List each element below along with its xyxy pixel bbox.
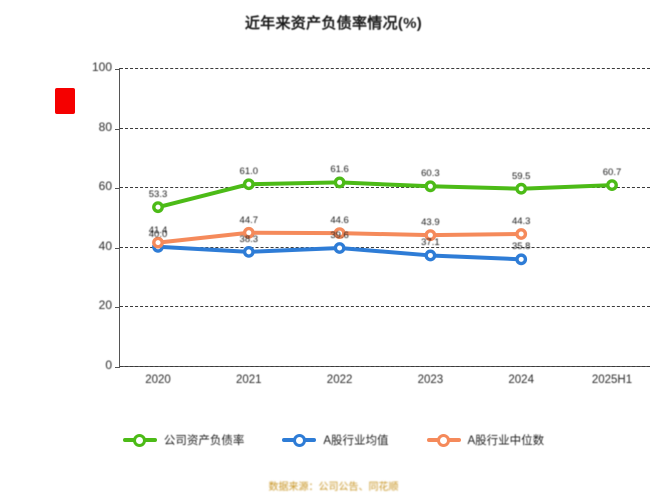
y-axis-line [119, 68, 120, 366]
legend-label: A股行业均值 [323, 435, 389, 447]
footer-source-note: 数据来源：公司公告、同花顺 [268, 482, 399, 493]
data-point-label: 40.0 [148, 228, 168, 240]
data-point-label: 41.4 [148, 224, 168, 236]
y-axis-tick-label: 0 [105, 358, 112, 372]
y-axis-tick-label: 40 [98, 238, 112, 253]
red-highlight-mark [55, 88, 75, 114]
y-tick-mark [115, 247, 120, 249]
gridline [115, 306, 650, 309]
legend-label: 公司资产负债率 [163, 435, 245, 447]
data-point-label: 44.3 [511, 215, 531, 227]
data-point-label: 44.7 [239, 214, 259, 226]
legend-marker-icon [426, 433, 461, 447]
data-point-label: 59.5 [511, 170, 531, 182]
legend-item[interactable]: A股行业中位数 [426, 432, 545, 448]
gridline [115, 366, 650, 368]
y-axis-tick-label: 60 [98, 179, 112, 194]
y-tick-mark [115, 69, 120, 70]
data-point-label: 35.8 [511, 241, 531, 253]
legend-label: A股行业中位数 [467, 435, 545, 447]
gridline [115, 246, 650, 249]
data-point-label: 61.0 [239, 166, 259, 178]
y-tick-mark [115, 188, 120, 190]
legend-item[interactable]: A股行业均值 [282, 432, 389, 448]
gridline [115, 187, 650, 190]
legend-item[interactable]: 公司资产负债率 [122, 432, 245, 448]
legend-marker-icon [282, 433, 317, 447]
x-axis-tick-label: 2020 [145, 374, 171, 386]
data-point-label: 61.6 [330, 164, 349, 176]
chart-title: 近年来资产负债率情况(%) [244, 15, 423, 32]
x-axis-tick-label: 2023 [417, 374, 444, 386]
x-axis-tick-label: 2025H1 [591, 374, 633, 386]
x-axis-tick-label: 2024 [508, 374, 534, 386]
y-axis-tick-label: 100 [91, 60, 112, 74]
gridline [115, 127, 650, 130]
data-point-label: 43.9 [421, 217, 440, 229]
data-point-label: 38.3 [239, 233, 259, 245]
y-axis-tick-label: 80 [98, 119, 112, 134]
data-point-label: 60.3 [421, 168, 440, 180]
legend-marker-icon [122, 433, 157, 447]
x-axis-tick-label: 2021 [236, 374, 262, 386]
data-point-label: 44.6 [330, 215, 349, 227]
y-axis-tick-label: 20 [98, 298, 112, 313]
data-point-label: 37.1 [421, 237, 440, 249]
data-point-label: 60.7 [602, 167, 622, 179]
data-point-label: 53.3 [148, 189, 168, 201]
data-point-label: 39.6 [330, 229, 349, 241]
gridline [115, 68, 650, 70]
plot-area [115, 68, 650, 368]
x-axis-tick-label: 2022 [326, 374, 353, 386]
chart-legend: 公司资产负债率 A股行业均值 A股行业中位数 [0, 432, 667, 448]
y-tick-mark [115, 367, 120, 368]
y-tick-mark [115, 307, 120, 309]
y-tick-mark [115, 128, 120, 130]
